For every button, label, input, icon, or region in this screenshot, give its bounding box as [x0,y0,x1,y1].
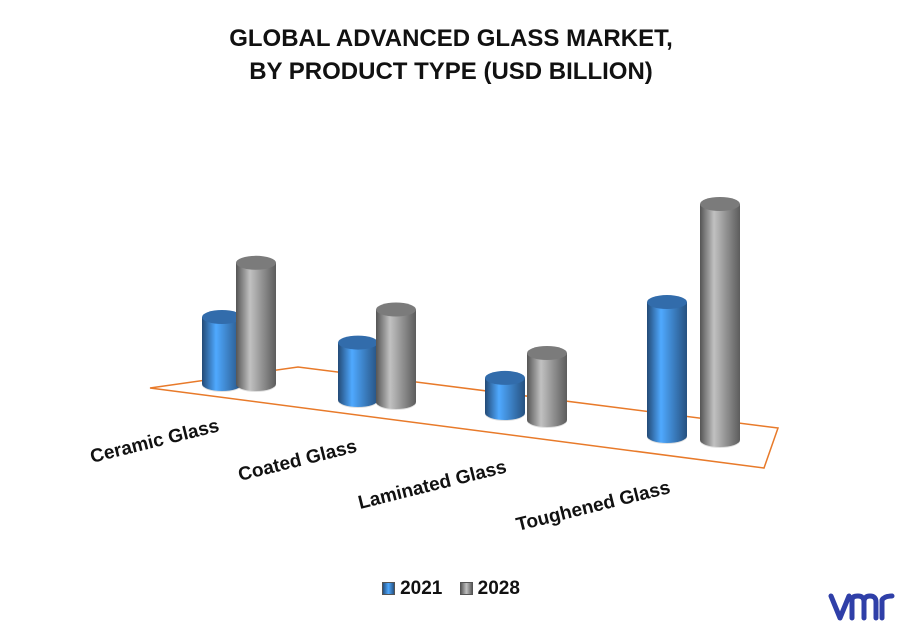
category-label-coated-glass: Coated Glass [236,436,359,486]
bar-ceramic-glass-2021 [202,310,242,392]
legend-label-2028: 2028 [477,578,520,599]
category-label-ceramic-glass: Ceramic Glass [88,416,221,468]
legend-label-2021: 2021 [400,578,443,599]
bar-coated-glass-2021 [338,335,378,408]
chart-bars [202,197,740,448]
legend-swatch-2021 [382,582,396,596]
legend-item-2028: 2028 [459,578,520,600]
category-label-laminated-glass: Laminated Glass [356,457,509,514]
bar-coated-glass-2028 [376,302,416,410]
legend-item-2021: 2021 [382,578,442,600]
legend-swatch-2028 [459,582,473,596]
chart-title-line-1: GLOBAL ADVANCED GLASS MARKET, [229,25,673,52]
brand-logo [828,593,895,621]
bar-toughened-glass-2021 [647,295,687,444]
category-label-toughened-glass: Toughened Glass [514,477,672,536]
bar-laminated-glass-2021 [485,370,525,421]
chart-legend: 2021 2028 [0,578,902,600]
bar-toughened-glass-2028 [700,197,740,448]
bar-laminated-glass-2028 [527,346,567,428]
chart-title: GLOBAL ADVANCED GLASS MARKET, BY PRODUCT… [0,22,902,88]
chart-title-line-2: BY PRODUCT TYPE (USD BILLION) [249,58,653,85]
bar-ceramic-glass-2028 [236,255,276,392]
